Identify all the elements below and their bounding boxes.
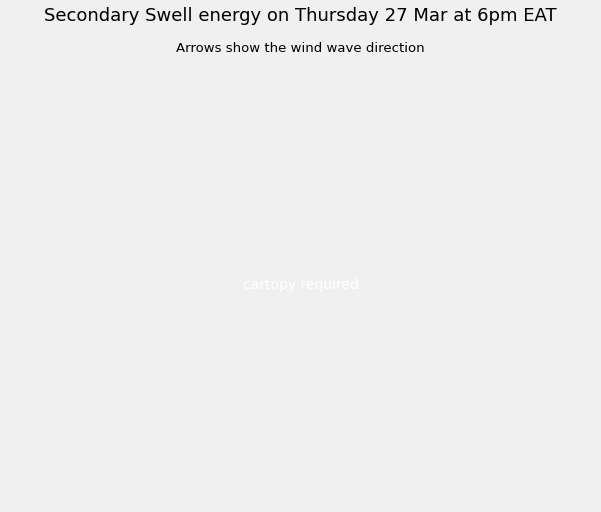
Text: Secondary Swell energy on Thursday 27 Mar at 6pm EAT: Secondary Swell energy on Thursday 27 Ma… [44, 8, 557, 26]
Text: Arrows show the wind wave direction: Arrows show the wind wave direction [176, 42, 425, 55]
Text: cartopy required: cartopy required [243, 279, 358, 292]
